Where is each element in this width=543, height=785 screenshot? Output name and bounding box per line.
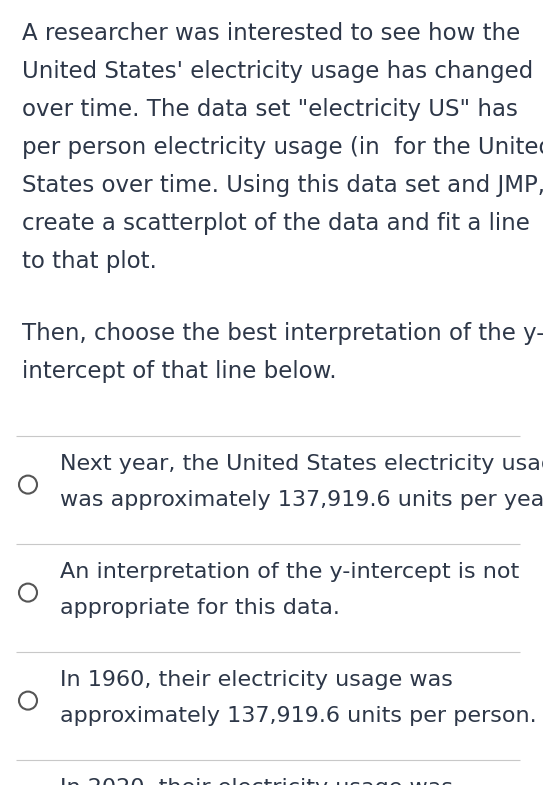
Text: In 2020, their electricity usage was: In 2020, their electricity usage was — [60, 778, 453, 785]
Text: A researcher was interested to see how the: A researcher was interested to see how t… — [22, 22, 520, 45]
Text: create a scatterplot of the data and fit a line: create a scatterplot of the data and fit… — [22, 212, 530, 235]
Text: appropriate for this data.: appropriate for this data. — [60, 598, 340, 618]
Text: United States' electricity usage has changed: United States' electricity usage has cha… — [22, 60, 533, 83]
Text: was approximately 137,919.6 units per year.: was approximately 137,919.6 units per ye… — [60, 490, 543, 510]
Text: intercept of that line below.: intercept of that line below. — [22, 360, 337, 383]
Text: Then, choose the best interpretation of the y-: Then, choose the best interpretation of … — [22, 322, 543, 345]
Text: An interpretation of the y-intercept is not: An interpretation of the y-intercept is … — [60, 562, 519, 582]
Text: In 1960, their electricity usage was: In 1960, their electricity usage was — [60, 670, 453, 690]
Text: per person electricity usage (in  for the United: per person electricity usage (in for the… — [22, 136, 543, 159]
Text: over time. The data set "electricity US" has: over time. The data set "electricity US"… — [22, 98, 518, 121]
Text: approximately 137,919.6 units per person.: approximately 137,919.6 units per person… — [60, 706, 536, 726]
Text: Next year, the United States electricity usage: Next year, the United States electricity… — [60, 454, 543, 474]
Text: States over time. Using this data set and JMP,: States over time. Using this data set an… — [22, 174, 543, 197]
Text: to that plot.: to that plot. — [22, 250, 157, 273]
